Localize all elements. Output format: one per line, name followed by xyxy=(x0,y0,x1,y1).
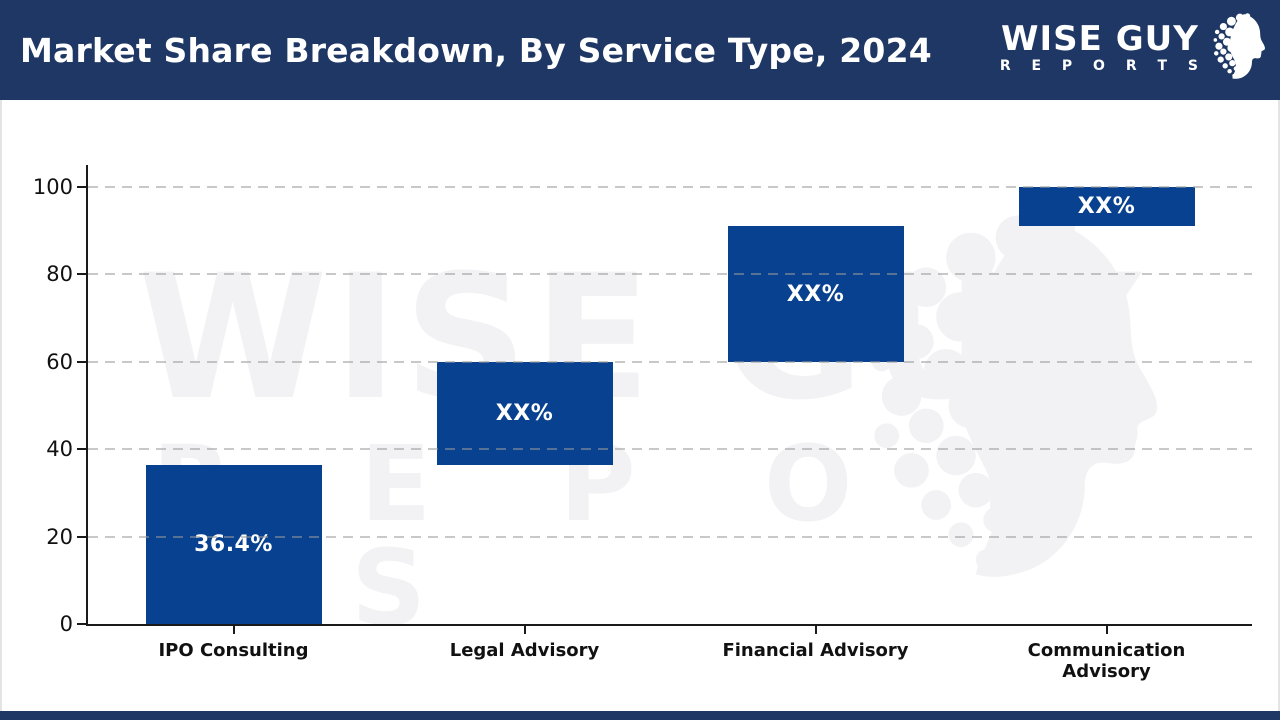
x-tickmark xyxy=(814,626,817,634)
y-gridline xyxy=(88,448,1252,451)
y-tickmark xyxy=(77,623,86,625)
y-tick-label: 0 xyxy=(59,612,73,636)
x-tickmark xyxy=(232,626,235,634)
bar-legal-advisory: XX% xyxy=(436,361,613,465)
wise-guy-reports-logo: WISE GUY R E P O R T S xyxy=(994,8,1268,88)
y-tickmark xyxy=(77,448,86,451)
bar-ipo-consulting: 36.4% xyxy=(145,464,322,624)
y-tick-label: 40 xyxy=(46,437,73,462)
page-border xyxy=(0,100,1280,711)
logo-dotted-head-icon xyxy=(1213,13,1265,79)
y-tickmark xyxy=(77,273,86,276)
logo-subtext: R E P O R T S xyxy=(999,58,1206,75)
x-tickmark xyxy=(523,626,526,634)
logo-text: WISE GUY R E P O R T S xyxy=(994,18,1206,75)
y-gridline xyxy=(88,273,1252,276)
bar-financial-advisory: XX% xyxy=(727,226,904,362)
y-tick-label: 100 xyxy=(32,175,73,199)
x-tick-label: Legal Advisory xyxy=(449,640,600,661)
bar-value-label: XX% xyxy=(495,400,554,426)
y-tickmark xyxy=(77,360,86,363)
page-title: Market Share Breakdown, By Service Type,… xyxy=(20,30,932,70)
x-tick-label: Financial Advisory xyxy=(722,640,909,661)
footer-bar xyxy=(0,711,1280,720)
y-gridline xyxy=(88,535,1252,538)
header-band: Market Share Breakdown, By Service Type,… xyxy=(0,0,1280,100)
y-tick-label: 60 xyxy=(46,349,73,374)
y-gridline xyxy=(88,360,1252,363)
x-axis-spine xyxy=(86,624,1252,626)
y-gridline xyxy=(88,186,1252,188)
bar-value-label: XX% xyxy=(786,281,845,307)
y-axis-spine xyxy=(86,165,88,626)
x-tickmark xyxy=(1105,626,1108,634)
y-tick-label: 80 xyxy=(46,262,73,287)
y-tickmark xyxy=(77,535,86,538)
bar-value-label: XX% xyxy=(1077,194,1136,220)
bar-communication-advisory: XX% xyxy=(1018,187,1195,227)
y-tick-label: 20 xyxy=(46,524,73,549)
x-tick-label: IPO Consulting xyxy=(158,640,309,661)
x-tick-label: Communication Advisory xyxy=(1027,640,1186,683)
logo-wordmark: WISE GUY xyxy=(1000,18,1199,59)
y-tickmark xyxy=(77,186,86,188)
